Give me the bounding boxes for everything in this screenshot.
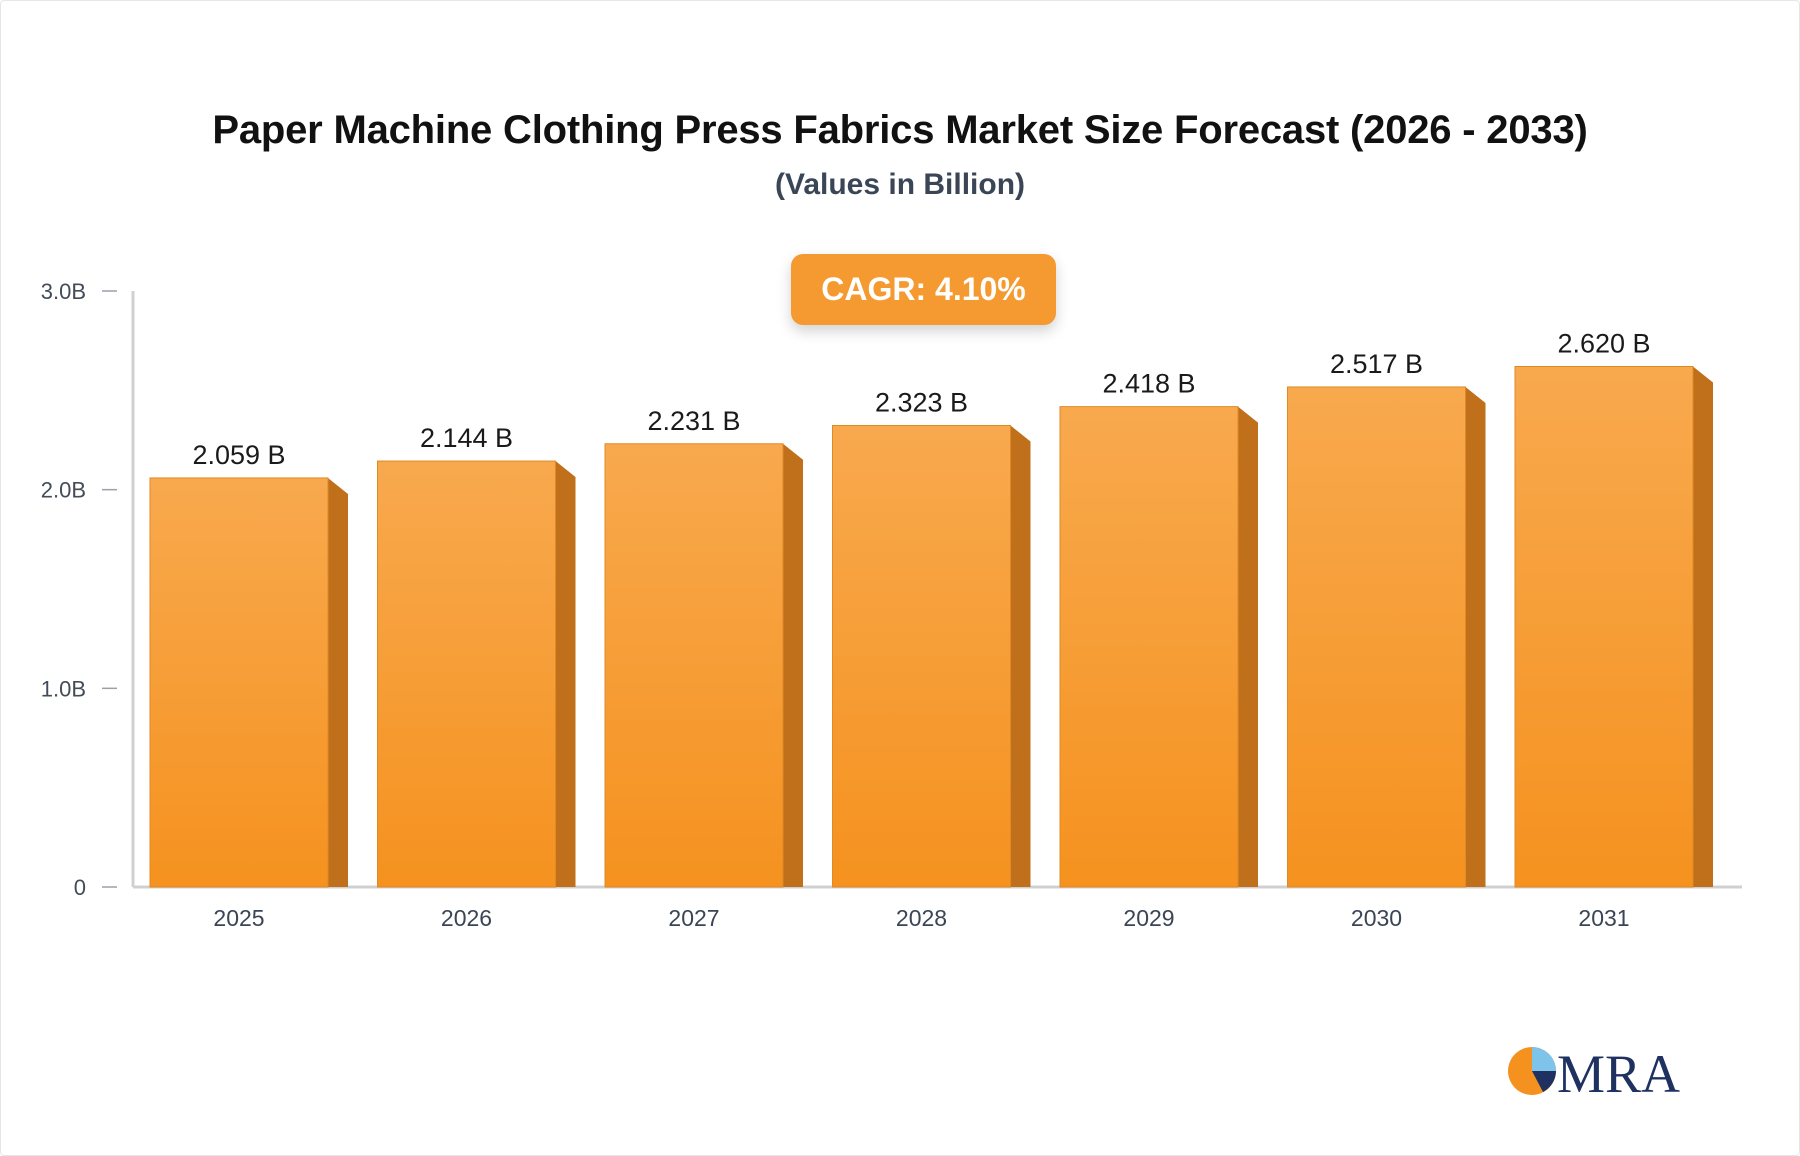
bar: [1287, 386, 1466, 888]
logo-pie-icon: [1508, 1047, 1556, 1095]
x-tick-label: 2030: [1351, 905, 1402, 931]
bar-value-label: 2.144 B: [420, 423, 513, 453]
bar: [377, 460, 556, 888]
bar-value-label: 2.059 B: [192, 440, 285, 470]
y-tick-label: 1.0B: [41, 676, 86, 701]
bar-value-label: 2.517 B: [1330, 349, 1423, 379]
x-tick-label: 2027: [668, 905, 719, 931]
bar-side: [555, 461, 576, 887]
x-tick-label: 2028: [896, 905, 947, 931]
y-tick-label: 0: [74, 875, 86, 900]
bar-side: [1010, 425, 1031, 887]
bar-side: [1693, 366, 1713, 887]
bar-value-label: 2.418 B: [1102, 369, 1195, 399]
x-tick-label: 2029: [1123, 905, 1174, 931]
y-tick-label: 3.0B: [41, 279, 86, 304]
bar-side: [1238, 406, 1258, 887]
bar-value-label: 2.620 B: [1557, 328, 1650, 358]
bar-value-label: 2.231 B: [647, 406, 740, 436]
x-tick-label: 2025: [213, 905, 264, 931]
bar: [149, 477, 329, 888]
bar-side: [328, 477, 348, 887]
bar: [604, 443, 784, 888]
bar-value-label: 2.323 B: [875, 387, 968, 417]
mra-logo: MRA: [1505, 1038, 1695, 1104]
chart-subtitle: (Values in Billion): [774, 168, 1026, 201]
logo-text: MRA: [1557, 1044, 1680, 1098]
cagr-badge: CAGR: 4.10%: [791, 254, 1056, 325]
x-tick-label: 2026: [441, 905, 492, 931]
y-tick-label: 2.0B: [41, 478, 86, 503]
x-tick-label: 2031: [1578, 905, 1629, 931]
bar: [1514, 365, 1694, 888]
chart-title: Paper Machine Clothing Press Fabrics Mar…: [212, 108, 1588, 152]
bar-side: [1465, 386, 1486, 887]
bar: [1059, 406, 1239, 888]
bar-side: [783, 443, 803, 887]
bar: [832, 424, 1011, 888]
